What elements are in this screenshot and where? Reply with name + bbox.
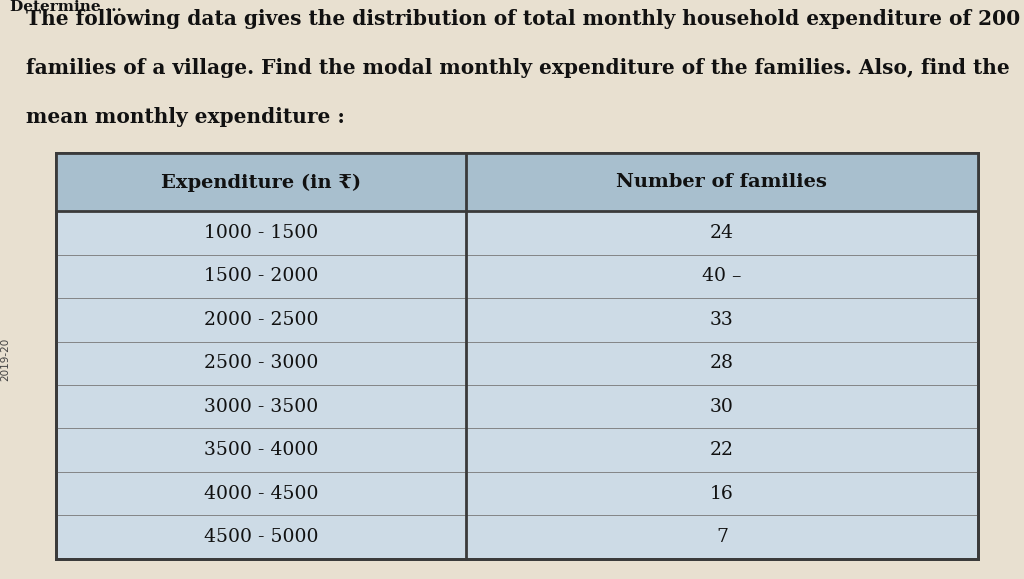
Text: 22: 22 <box>710 441 734 459</box>
Text: mean monthly expenditure :: mean monthly expenditure : <box>26 107 344 127</box>
Text: 7: 7 <box>716 528 728 546</box>
Text: 2019-20: 2019-20 <box>0 338 10 380</box>
Text: 33: 33 <box>710 311 734 329</box>
Text: 16: 16 <box>710 485 734 503</box>
Text: 28: 28 <box>710 354 734 372</box>
Text: 1500 - 2000: 1500 - 2000 <box>204 267 318 285</box>
Text: 4500 - 5000: 4500 - 5000 <box>204 528 318 546</box>
Text: 3500 - 4000: 3500 - 4000 <box>204 441 318 459</box>
Text: 2000 - 2500: 2000 - 2500 <box>204 311 318 329</box>
Text: 24: 24 <box>710 224 734 242</box>
Text: 2500 - 3000: 2500 - 3000 <box>204 354 318 372</box>
Text: 40 –: 40 – <box>702 267 741 285</box>
Text: 4000 - 4500: 4000 - 4500 <box>204 485 318 503</box>
Text: Determine ...: Determine ... <box>10 0 122 14</box>
Text: 1000 - 1500: 1000 - 1500 <box>204 224 318 242</box>
Text: Expenditure (in ₹): Expenditure (in ₹) <box>161 173 361 192</box>
Text: The following data gives the distribution of total monthly household expenditure: The following data gives the distributio… <box>26 9 1020 29</box>
Text: families of a village. Find the modal monthly expenditure of the families. Also,: families of a village. Find the modal mo… <box>26 58 1010 78</box>
Text: Number of families: Number of families <box>616 173 827 192</box>
Text: 3000 - 3500: 3000 - 3500 <box>204 398 318 416</box>
Text: 30: 30 <box>710 398 734 416</box>
